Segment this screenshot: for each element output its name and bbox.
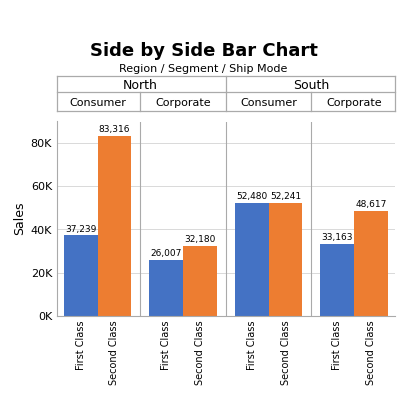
Text: 52,480: 52,480 xyxy=(236,192,267,200)
Text: Consumer: Consumer xyxy=(69,98,126,108)
Text: Corporate: Corporate xyxy=(326,98,382,108)
Bar xyxy=(320,244,354,316)
Text: Corporate: Corporate xyxy=(155,98,211,108)
Text: 33,163: 33,163 xyxy=(322,233,353,242)
Bar xyxy=(98,136,131,316)
Bar xyxy=(64,235,98,316)
Text: North: North xyxy=(123,79,158,92)
Text: 83,316: 83,316 xyxy=(98,125,130,134)
Text: 37,239: 37,239 xyxy=(65,224,96,234)
Bar xyxy=(235,202,269,316)
Bar xyxy=(269,203,302,316)
Text: 26,007: 26,007 xyxy=(151,249,182,258)
Text: 48,617: 48,617 xyxy=(355,200,387,209)
Text: South: South xyxy=(293,79,330,92)
Bar xyxy=(183,246,217,316)
Bar xyxy=(354,211,388,316)
Text: Region / Segment / Ship Mode: Region / Segment / Ship Mode xyxy=(119,64,288,74)
Text: 32,180: 32,180 xyxy=(184,235,216,245)
Text: Consumer: Consumer xyxy=(240,98,297,108)
Text: 52,241: 52,241 xyxy=(270,192,301,201)
Y-axis label: Sales: Sales xyxy=(13,202,26,235)
Text: Side by Side Bar Chart: Side by Side Bar Chart xyxy=(90,42,317,60)
Bar xyxy=(149,260,183,316)
